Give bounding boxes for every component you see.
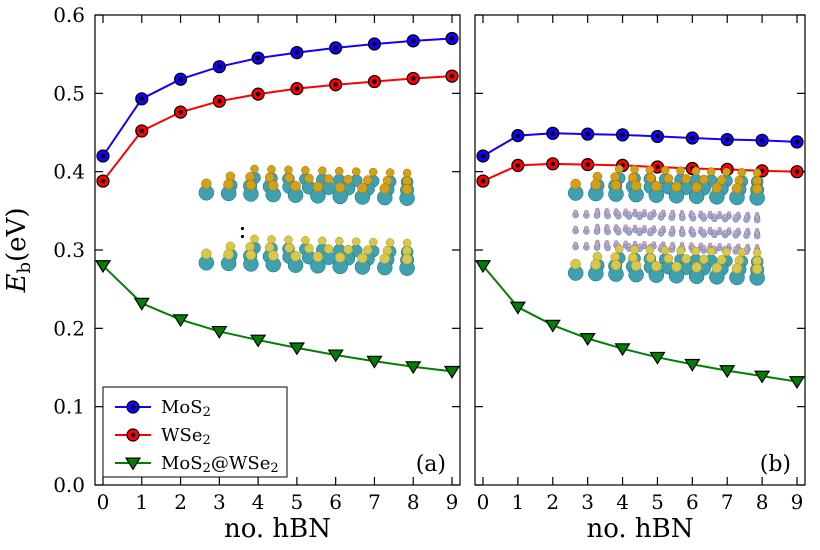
svg-text:no. hBN: no. hBN xyxy=(586,514,693,544)
svg-text:Eb(eV): Eb(eV) xyxy=(2,208,35,294)
svg-text:6: 6 xyxy=(686,490,699,514)
svg-text:0.5: 0.5 xyxy=(53,81,85,105)
svg-text:3: 3 xyxy=(581,490,594,514)
svg-text:4: 4 xyxy=(252,490,265,514)
svg-text:4: 4 xyxy=(616,490,629,514)
svg-text:2: 2 xyxy=(546,490,559,514)
svg-text:0.3: 0.3 xyxy=(53,238,85,262)
svg-text:0: 0 xyxy=(97,490,110,514)
svg-text:1: 1 xyxy=(512,490,525,514)
svg-text:0.4: 0.4 xyxy=(53,160,85,184)
svg-text:9: 9 xyxy=(446,490,459,514)
svg-text:0.0: 0.0 xyxy=(53,473,85,497)
svg-text:0.6: 0.6 xyxy=(53,3,85,27)
svg-text:7: 7 xyxy=(368,490,381,514)
svg-text:(a): (a) xyxy=(416,452,446,477)
svg-text:0: 0 xyxy=(477,490,490,514)
svg-text:0.2: 0.2 xyxy=(53,316,85,340)
svg-text:5: 5 xyxy=(651,490,664,514)
svg-text:8: 8 xyxy=(407,490,420,514)
svg-text:MoS2@WSe2: MoS2@WSe2 xyxy=(161,453,279,476)
svg-text:3: 3 xyxy=(213,490,226,514)
svg-text:5: 5 xyxy=(291,490,304,514)
svg-text:9: 9 xyxy=(791,490,804,514)
svg-text:2: 2 xyxy=(174,490,187,514)
svg-text:(b): (b) xyxy=(760,452,791,477)
svg-text:0.1: 0.1 xyxy=(53,395,85,419)
svg-text:7: 7 xyxy=(721,490,734,514)
svg-text:6: 6 xyxy=(329,490,342,514)
svg-text:1: 1 xyxy=(135,490,148,514)
figure-svg: Eb(eV)0123456789no. hBN0.00.10.20.30.40.… xyxy=(0,0,820,550)
svg-text:8: 8 xyxy=(756,490,769,514)
svg-text:no. hBN: no. hBN xyxy=(224,514,331,544)
figure-root: Eb(eV)0123456789no. hBN0.00.10.20.30.40.… xyxy=(0,0,820,550)
